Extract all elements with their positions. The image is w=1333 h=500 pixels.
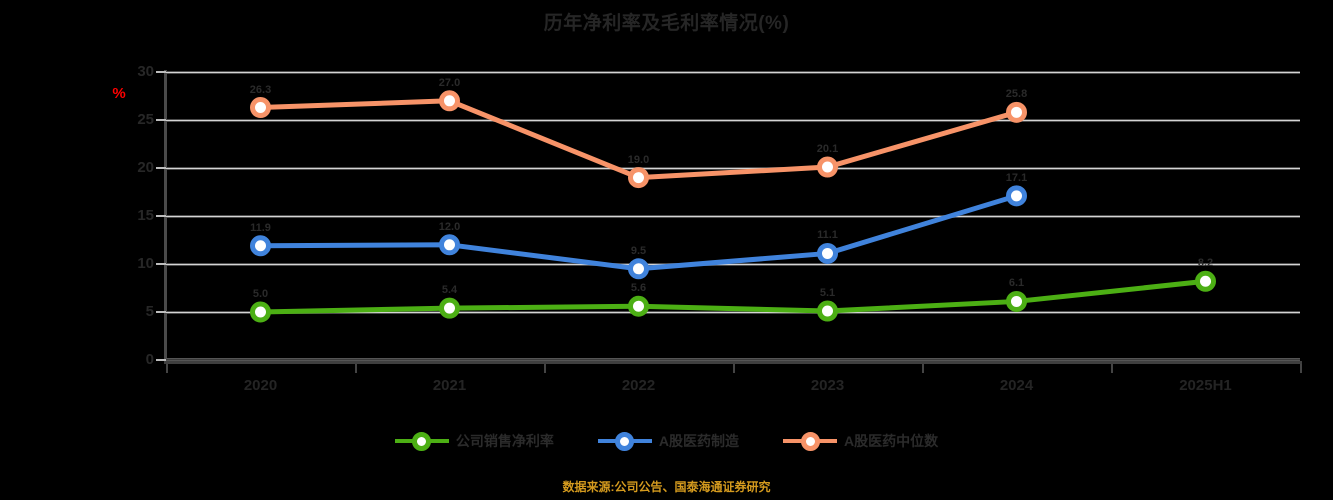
x-axis-tick-mark xyxy=(1300,364,1302,373)
x-axis-tick-mark xyxy=(355,364,357,373)
y-axis-tick-label: 5 xyxy=(145,303,154,320)
data-point-label: 12.0 xyxy=(438,220,461,233)
y-axis-tick-mark xyxy=(156,71,166,73)
y-axis-unit-glyph: % xyxy=(112,85,126,102)
y-axis-tick-label: 25 xyxy=(137,111,154,128)
legend-item-pharma-median[interactable]: A股医药中位数 xyxy=(783,430,938,452)
plot-area xyxy=(166,71,1300,360)
y-axis-tick-mark xyxy=(156,215,166,217)
y-axis-tick-label: 30 xyxy=(137,63,154,80)
data-point-label: 19.0 xyxy=(627,153,650,166)
data-point-label: 27.0 xyxy=(438,76,461,89)
gridline xyxy=(166,71,1300,74)
gridline xyxy=(166,311,1300,314)
chart-title: 历年净利率及毛利率情况(%) xyxy=(543,13,790,34)
x-axis-tick-mark xyxy=(544,364,546,373)
legend-marker-green-icon xyxy=(394,430,449,452)
chart-legend: 公司销售净利率 A股医药制造 A股医药中位数 xyxy=(0,430,1333,452)
data-point-label: 5.1 xyxy=(819,287,836,300)
y-axis-tick-label: 0 xyxy=(145,351,154,368)
x-axis-tick-label: 2025H1 xyxy=(1179,377,1232,394)
x-axis-tick-mark xyxy=(1111,364,1113,373)
gridline xyxy=(166,167,1300,170)
legend-item-pharma-manufacturing[interactable]: A股医药制造 xyxy=(597,430,739,452)
source-caption: 数据来源:公司公告、国泰海通证券研究 xyxy=(562,480,771,494)
x-axis-tick-mark xyxy=(166,364,168,373)
legend-label-0: 公司销售净利率 xyxy=(455,433,554,449)
legend-item-net-margin[interactable]: 公司销售净利率 xyxy=(394,430,554,452)
legend-label-1: A股医药制造 xyxy=(658,433,739,449)
y-axis-tick-label: 20 xyxy=(137,159,154,176)
x-axis-tick-label: 2024 xyxy=(999,377,1034,394)
gridline xyxy=(166,263,1300,266)
x-axis-tick-label: 2021 xyxy=(432,377,467,394)
x-axis-tick-mark xyxy=(922,364,924,373)
y-axis-tick-mark xyxy=(156,263,166,265)
y-axis-tick-label: 15 xyxy=(137,207,154,224)
data-point-label: 20.1 xyxy=(816,143,839,156)
y-axis-tick-mark xyxy=(156,167,166,169)
data-point-label: 11.9 xyxy=(250,221,271,234)
legend-marker-orange-icon xyxy=(783,430,837,452)
data-point-label: 9.5 xyxy=(630,244,647,257)
data-point-label: 6.1 xyxy=(1008,277,1025,290)
y-axis-unit-label: % xyxy=(104,86,134,126)
data-point-label: 25.8 xyxy=(1005,88,1028,101)
x-axis-tick-label: 2022 xyxy=(621,377,656,394)
x-axis-tick-label: 2020 xyxy=(243,377,278,394)
data-point-label: 11.1 xyxy=(817,229,838,242)
data-point-label: 5.6 xyxy=(630,282,647,295)
y-axis-tick-label: 10 xyxy=(137,255,154,272)
y-axis-tick-mark xyxy=(156,119,166,121)
y-axis-tick-mark xyxy=(156,311,166,313)
data-point-label: 17.1 xyxy=(1005,171,1028,184)
gridline xyxy=(166,215,1300,218)
data-point-label: 26.3 xyxy=(249,83,272,96)
legend-marker-blue-icon xyxy=(597,430,652,452)
x-axis-tick-mark xyxy=(733,364,735,373)
y-axis-tick-mark xyxy=(156,359,166,361)
data-point-label: 5.0 xyxy=(252,288,269,300)
data-point-label: 8.2 xyxy=(1197,257,1214,270)
x-axis-baseline xyxy=(166,358,1300,361)
data-point-label: 5.4 xyxy=(441,284,458,297)
gridline xyxy=(166,119,1300,122)
x-axis-spine xyxy=(164,361,1302,364)
legend-label-2: A股医药中位数 xyxy=(844,433,939,449)
x-axis-tick-label: 2023 xyxy=(810,377,845,394)
